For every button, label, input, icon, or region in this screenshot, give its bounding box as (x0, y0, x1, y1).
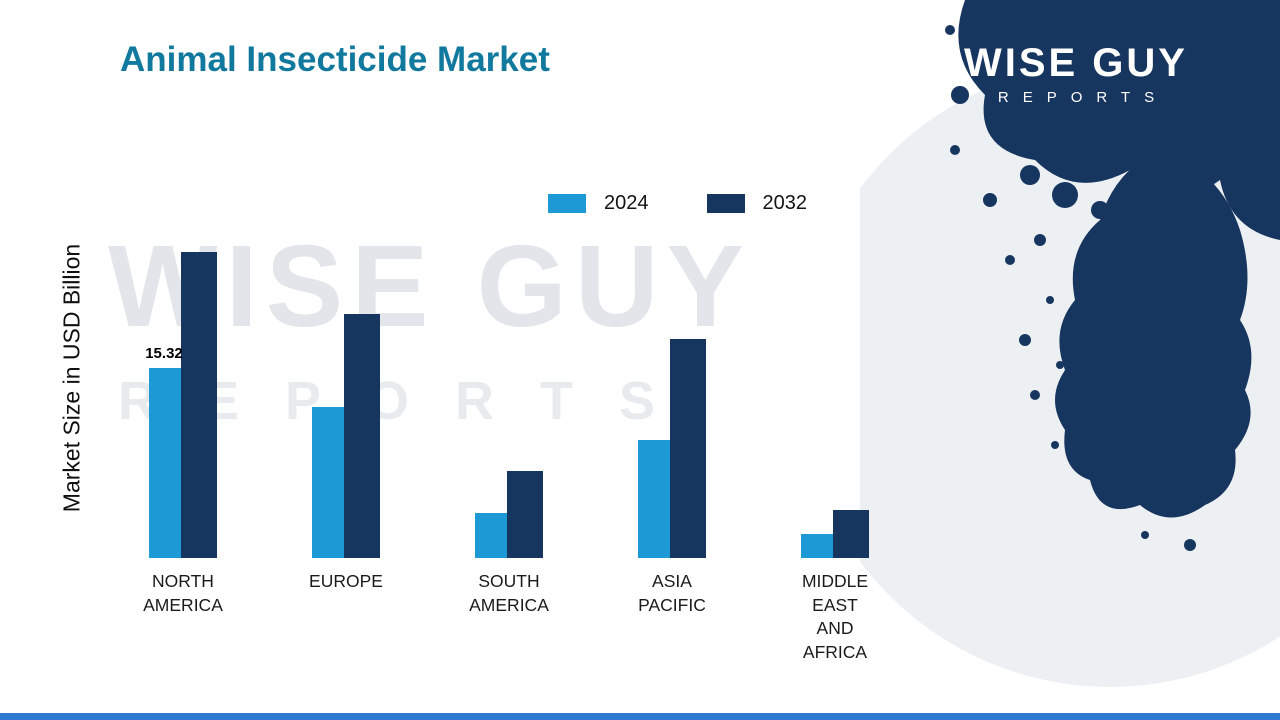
legend-item-2024: 2024 (548, 192, 649, 215)
data-label-north-america: 15.32 (145, 345, 183, 363)
bar-2024-north-america (149, 368, 181, 558)
bar-2024-asia-pacific (638, 440, 670, 558)
category-label-asia-pacific: ASIA PACIFIC (638, 571, 706, 615)
bar-2032-middle-east-and-africa (833, 509, 869, 558)
legend-swatch-2024 (548, 194, 586, 213)
company-logo: WISE GUY REPORTS (964, 42, 1188, 106)
bar-2032-europe (344, 314, 380, 558)
bar-group-south-america: SOUTH AMERICA (469, 471, 549, 615)
bar-group-europe: EUROPE (309, 314, 383, 591)
bar-2024-europe (312, 406, 344, 558)
bar-2032-asia-pacific (670, 338, 706, 558)
page-title: Animal Insecticide Market (120, 40, 550, 79)
legend-label-2032: 2032 (762, 192, 808, 214)
chart-plot: 15.32 NORTH AMERICA EUROPE SOUTH AMERICA ASIA P… (105, 236, 905, 662)
bar-group-north-america: 15.32 NORTH AMERICA (143, 252, 223, 615)
category-label-middle-east-and-africa: MIDDLE EAST AND AFRICA (801, 571, 869, 662)
logo-wordmark: WISE GUY (963, 41, 1188, 85)
category-label-europe: EUROPE (309, 571, 383, 591)
legend-item-2032: 2032 (706, 192, 808, 215)
bar-group-asia-pacific: ASIA PACIFIC (638, 338, 706, 615)
logo-subtext: REPORTS (997, 89, 1169, 106)
bottom-accent-bar (0, 713, 1280, 720)
category-label-north-america: NORTH AMERICA (143, 571, 223, 615)
bar-2024-middle-east-and-africa (801, 534, 833, 558)
bar-2032-south-america (507, 471, 543, 558)
bar-group-middle-east-and-africa: MIDDLE EAST AND AFRICA (801, 509, 869, 662)
decorative-head-graphic (860, 0, 1280, 687)
halftone-dots (945, 12, 1196, 551)
legend-swatch-2032 (706, 194, 745, 213)
bar-2024-south-america (475, 513, 507, 558)
bar-2032-north-america (181, 252, 217, 558)
y-axis-label: Market Size in USD Billion (58, 243, 85, 513)
category-label-south-america: SOUTH AMERICA (469, 571, 549, 615)
chart-legend: 2024 2032 (548, 192, 807, 215)
head-silhouette (1055, 150, 1252, 518)
legend-label-2024: 2024 (604, 192, 649, 214)
